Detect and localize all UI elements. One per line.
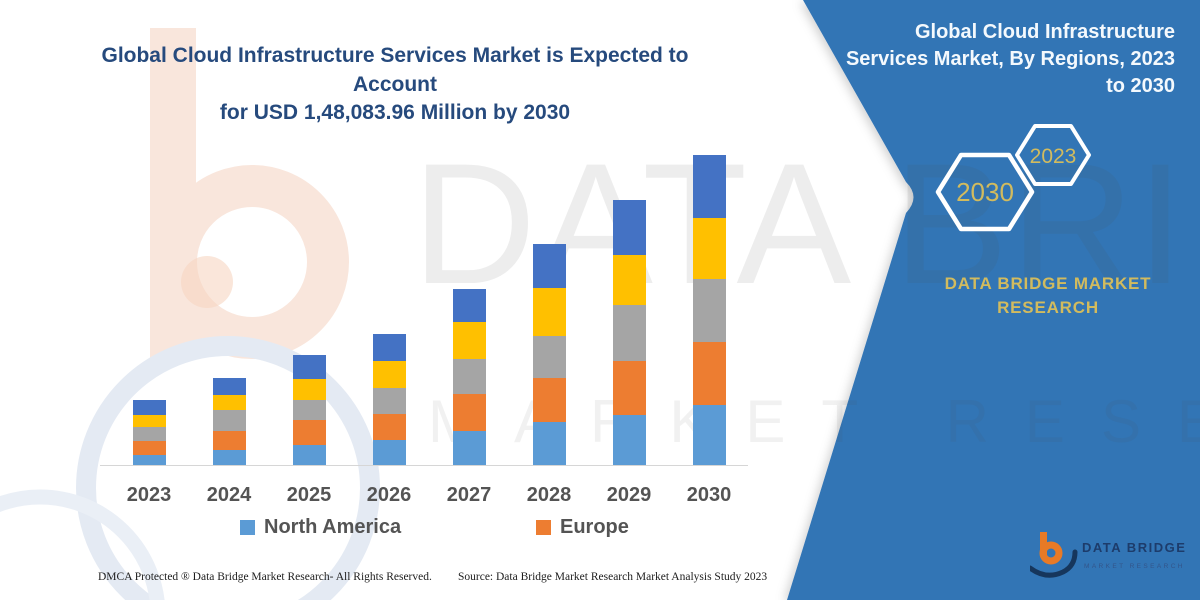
- bar-segment: [212, 394, 246, 411]
- x-axis-label-2024: 2024: [206, 484, 252, 506]
- bar-segment: [132, 400, 166, 415]
- x-axis-label-2025: 2025: [286, 484, 332, 506]
- bar-segment: [692, 278, 726, 342]
- brand-text-line1: DATA BRIDGE MARKET: [944, 274, 1152, 293]
- bar-segment: [212, 410, 246, 432]
- bar-segment: [292, 445, 326, 466]
- stacked-bar-2025: [292, 355, 326, 466]
- x-axis-label-2027: 2027: [446, 484, 492, 506]
- legend-label-north-america: North America: [264, 516, 402, 538]
- bar-segment: [692, 405, 726, 466]
- stacked-bar-2026: [372, 333, 406, 466]
- bar-segment: [452, 431, 486, 466]
- footer-copyright: DMCA Protected ® Data Bridge Market Rese…: [98, 571, 432, 583]
- bar-segment: [212, 450, 246, 466]
- bar-segment: [212, 431, 246, 451]
- bar-segment: [612, 200, 646, 255]
- bar-segment: [692, 342, 726, 406]
- hexagon-2030-label: 2030: [956, 177, 1014, 207]
- bar-segment: [292, 400, 326, 420]
- bar-segment: [612, 361, 646, 415]
- hexagon-2023-label: 2023: [1030, 145, 1077, 168]
- stacked-bar-2024: [212, 377, 246, 466]
- bar-segment: [212, 377, 246, 395]
- year-hexagons: 2030 2023: [935, 124, 1091, 232]
- stacked-bar-2030: [692, 155, 726, 466]
- legend-label-europe: Europe: [560, 516, 629, 538]
- bar-segment: [292, 378, 326, 401]
- hexagon-2023-icon: [1015, 124, 1091, 186]
- bar-segment: [532, 244, 566, 289]
- brand-text-line2: RESEARCH: [997, 298, 1099, 317]
- brand-text: DATA BRIDGE MARKET RESEARCH: [920, 272, 1176, 320]
- bar-segment: [532, 335, 566, 379]
- panel-heading: Global Cloud Infrastructure Services Mar…: [845, 19, 1175, 100]
- bar-segment: [372, 414, 406, 441]
- x-axis-label-2026: 2026: [366, 484, 412, 506]
- blue-panel-shape: [787, 0, 1200, 600]
- chart-title-line2: for USD 1,48,083.96 Million by 2030: [219, 101, 571, 124]
- bar-segment: [372, 388, 406, 414]
- panel-heading-line1: Global Cloud Infrastructure: [914, 21, 1175, 43]
- bar-segment: [612, 414, 646, 466]
- x-axis-label-2029: 2029: [606, 484, 652, 506]
- bar-segment: [692, 155, 726, 219]
- logo-swoosh-icon: [1030, 549, 1078, 578]
- bar-segment: [692, 218, 726, 279]
- bar-segment: [612, 305, 646, 361]
- x-axis-line: [100, 465, 748, 466]
- bar-segment: [132, 454, 166, 466]
- bar-segment: [452, 322, 486, 359]
- logo-b-icon: [1040, 532, 1047, 556]
- bar-segment: [132, 414, 166, 427]
- stacked-bar-2023: [132, 400, 166, 466]
- x-axis-label-2023: 2023: [126, 484, 172, 506]
- bar-segment: [452, 358, 486, 394]
- panel-heading-line2: Services Market, By Regions, 2023: [845, 48, 1175, 70]
- bar-segment: [372, 333, 406, 361]
- bar-segment: [372, 440, 406, 466]
- logo-name: DATA BRIDGE: [1082, 540, 1186, 555]
- bar-segment: [292, 419, 326, 446]
- x-axis-label-2030: 2030: [686, 484, 732, 506]
- bar-segment: [132, 427, 166, 442]
- stacked-bar-2027: [452, 288, 486, 466]
- bar-segment: [292, 355, 326, 379]
- footer-source: Source: Data Bridge Market Research Mark…: [458, 571, 768, 583]
- bar-segment: [532, 288, 566, 336]
- hexagon-2030-icon: [935, 152, 1035, 232]
- logo-tagline: MARKET RESEARCH: [1084, 563, 1185, 570]
- stacked-bar-2028: [532, 244, 566, 466]
- stacked-bar-2029: [612, 200, 646, 466]
- bar-segment: [372, 360, 406, 388]
- legend-swatch-europe: [536, 520, 551, 535]
- bar-segment: [532, 378, 566, 423]
- chart-title: Global Cloud Infrastructure Services Mar…: [60, 42, 730, 128]
- legend-swatch-north-america: [240, 520, 255, 535]
- dbmr-logo: DATA BRIDGE MARKET RESEARCH: [1030, 532, 1186, 578]
- panel-heading-line3: to 2030: [1106, 75, 1175, 97]
- legend-item-europe: Europe: [536, 516, 629, 539]
- bar-segment: [452, 288, 486, 323]
- chart-title-line1: Global Cloud Infrastructure Services Mar…: [101, 44, 689, 96]
- bar-segment: [612, 254, 646, 306]
- bar-segment: [532, 422, 566, 466]
- legend-item-north-america: North America: [240, 516, 401, 539]
- x-axis-label-2028: 2028: [526, 484, 572, 506]
- bar-segment: [452, 394, 486, 432]
- bar-segment: [132, 441, 166, 455]
